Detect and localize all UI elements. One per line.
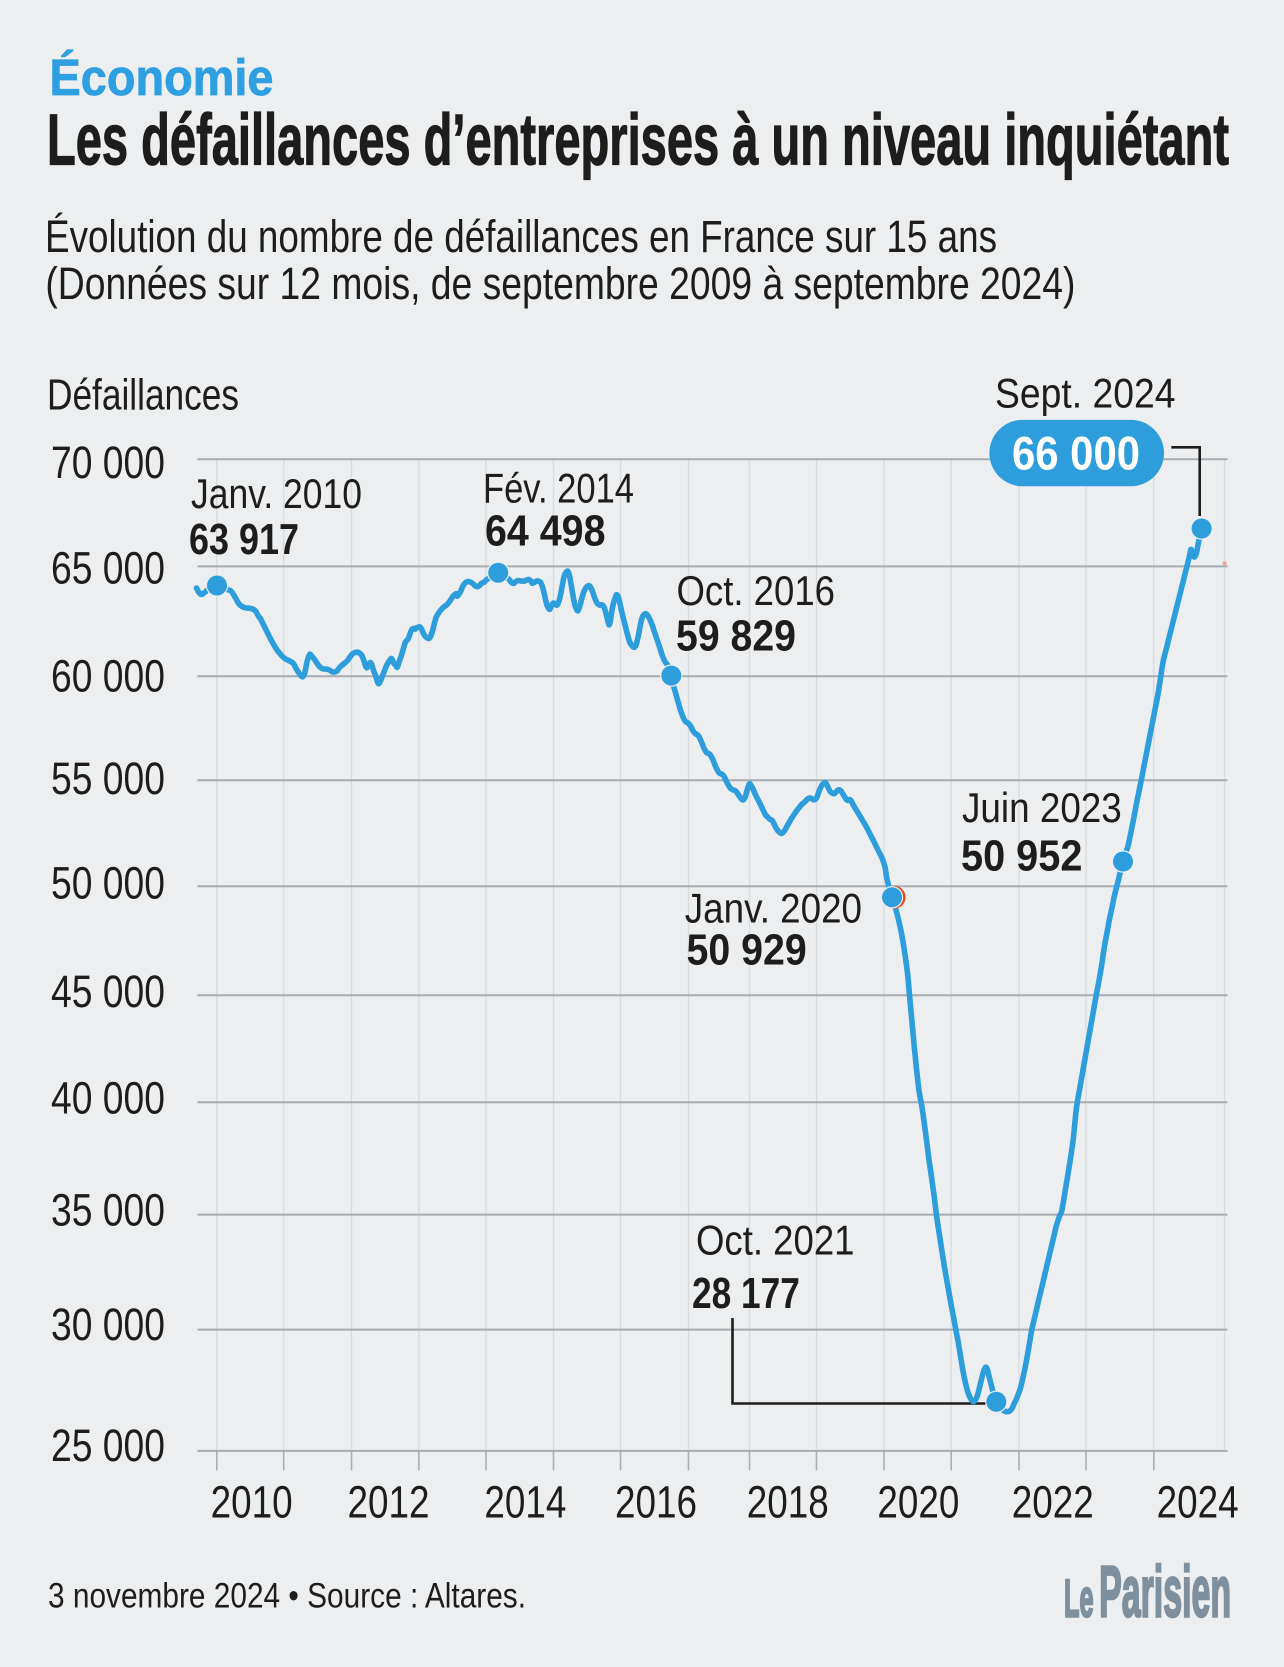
svg-text:Parisien: Parisien bbox=[1099, 1553, 1231, 1633]
svg-text:Juin 2023: Juin 2023 bbox=[962, 784, 1122, 831]
svg-text:Fév. 2014: Fév. 2014 bbox=[483, 465, 634, 512]
svg-text:30 000: 30 000 bbox=[51, 1299, 165, 1350]
svg-text:Janv. 2020: Janv. 2020 bbox=[685, 884, 862, 931]
svg-text:2016: 2016 bbox=[615, 1477, 697, 1528]
svg-text:28 177: 28 177 bbox=[692, 1269, 800, 1318]
svg-text:Les défaillances d’entreprises: Les défaillances d’entreprises à un nive… bbox=[47, 100, 1229, 180]
svg-text:65 000: 65 000 bbox=[51, 542, 165, 593]
svg-text:Le: Le bbox=[1064, 1570, 1094, 1629]
svg-text:2020: 2020 bbox=[877, 1477, 959, 1528]
svg-text:Oct. 2021: Oct. 2021 bbox=[696, 1217, 855, 1264]
svg-text:55 000: 55 000 bbox=[51, 753, 165, 804]
svg-text:Économie: Économie bbox=[50, 49, 274, 106]
svg-text:66 000: 66 000 bbox=[1012, 426, 1140, 479]
svg-text:40 000: 40 000 bbox=[51, 1073, 165, 1124]
svg-text:2010: 2010 bbox=[211, 1477, 293, 1528]
svg-text:70 000: 70 000 bbox=[51, 437, 165, 488]
svg-text:Sept. 2024: Sept. 2024 bbox=[995, 369, 1176, 416]
svg-text:3 novembre 2024 • Source : Alt: 3 novembre 2024 • Source : Altares. bbox=[48, 1577, 526, 1616]
svg-text:2024: 2024 bbox=[1157, 1477, 1239, 1528]
svg-text:2018: 2018 bbox=[747, 1477, 829, 1528]
svg-text:45 000: 45 000 bbox=[51, 966, 165, 1017]
svg-text:Oct. 2016: Oct. 2016 bbox=[677, 567, 836, 614]
svg-text:60 000: 60 000 bbox=[51, 651, 165, 702]
svg-text:50 929: 50 929 bbox=[687, 925, 807, 974]
svg-text:Janv. 2010: Janv. 2010 bbox=[191, 470, 362, 517]
svg-text:50 952: 50 952 bbox=[961, 831, 1082, 880]
svg-text:2014: 2014 bbox=[484, 1477, 566, 1528]
svg-text:35 000: 35 000 bbox=[51, 1185, 165, 1236]
svg-text:2012: 2012 bbox=[348, 1477, 430, 1528]
svg-text:50 000: 50 000 bbox=[51, 858, 165, 909]
svg-text:63 917: 63 917 bbox=[189, 515, 299, 564]
svg-text:Évolution du nombre de défaill: Évolution du nombre de défaillances en F… bbox=[45, 211, 997, 262]
svg-text:64 498: 64 498 bbox=[485, 507, 606, 556]
svg-text:2022: 2022 bbox=[1012, 1477, 1094, 1528]
svg-text:(Données sur 12 mois, de septe: (Données sur 12 mois, de septembre 2009 … bbox=[45, 258, 1075, 309]
svg-text:59 829: 59 829 bbox=[676, 612, 796, 661]
svg-text:Défaillances: Défaillances bbox=[47, 371, 239, 420]
svg-text:25 000: 25 000 bbox=[51, 1420, 165, 1471]
